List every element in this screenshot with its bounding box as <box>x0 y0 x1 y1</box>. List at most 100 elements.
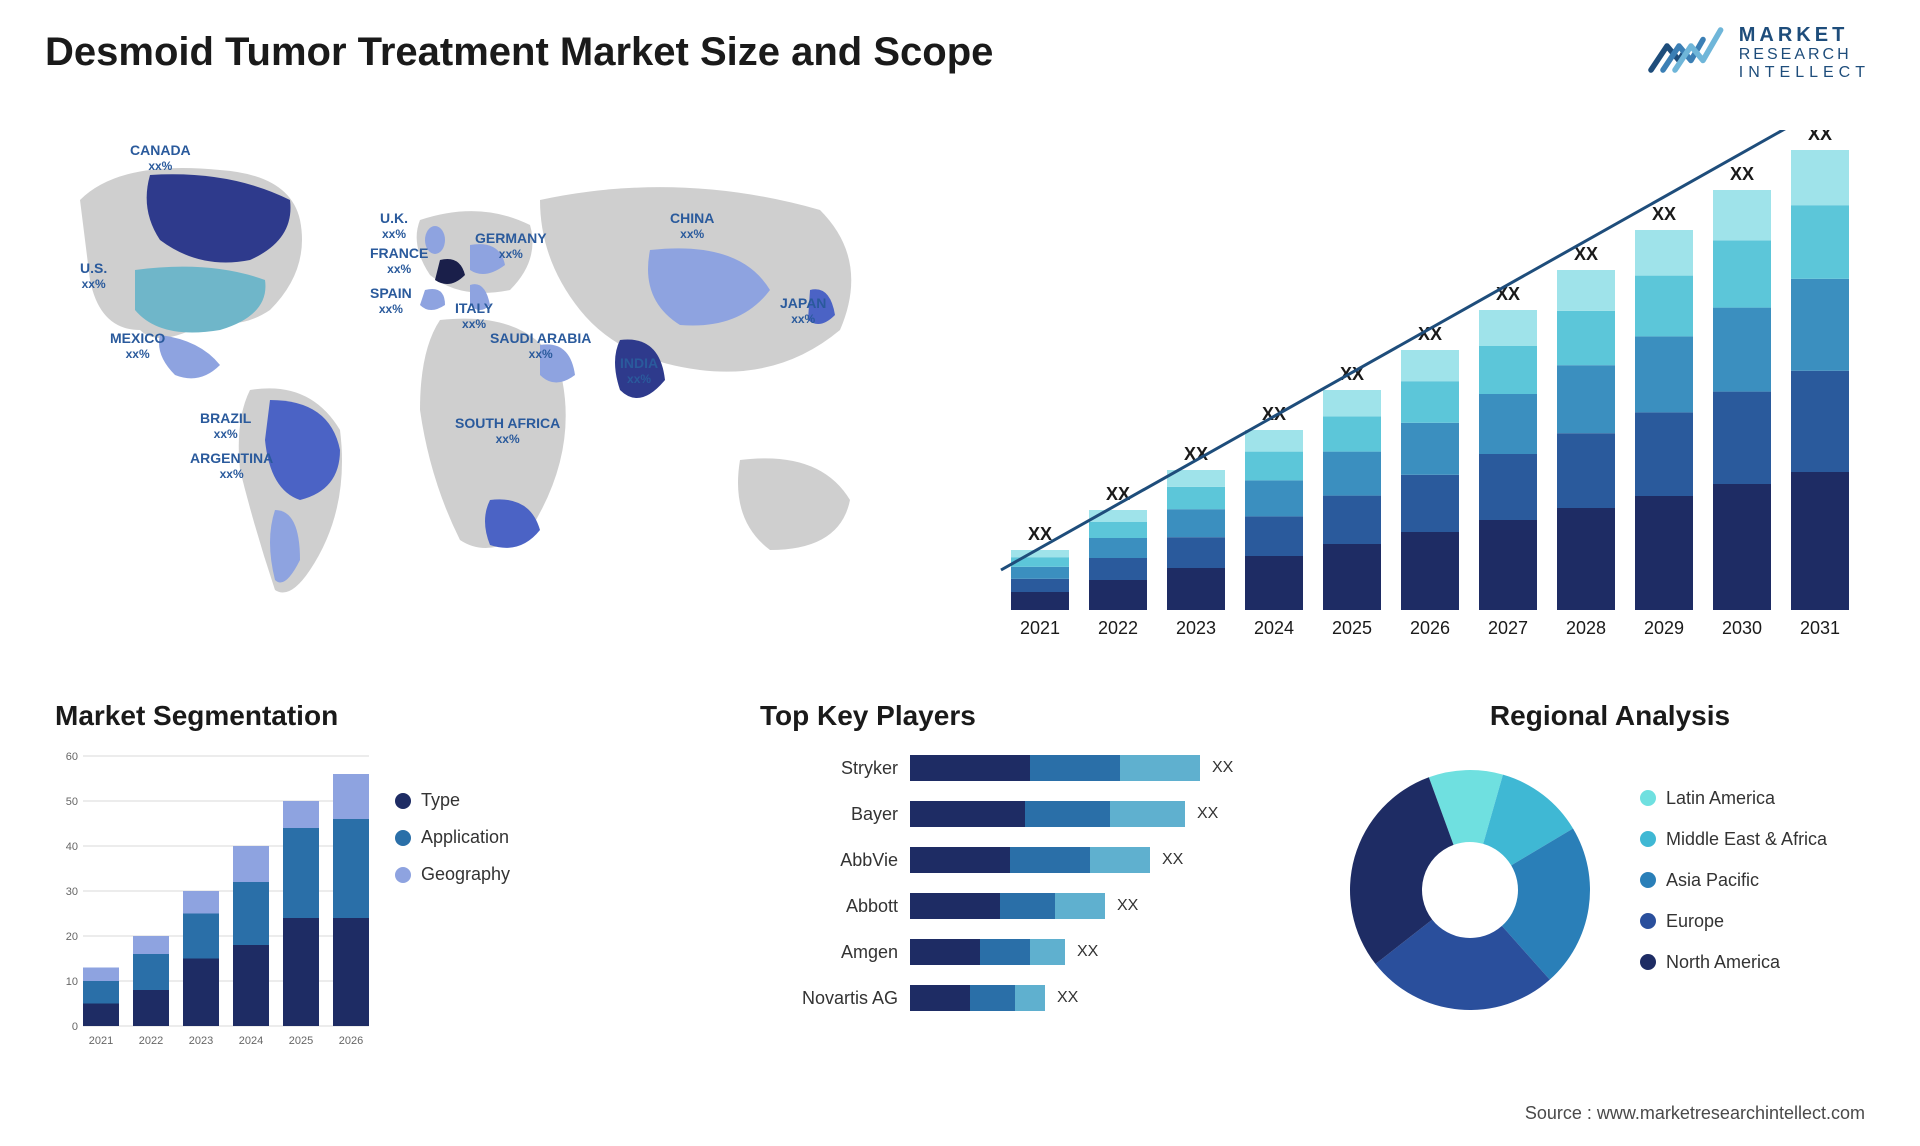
map-country-pct: xx% <box>475 247 547 261</box>
bar-value-label: XX <box>1496 284 1520 304</box>
bar-year-label: 2028 <box>1566 618 1606 638</box>
bar-year-label: 2023 <box>1176 618 1216 638</box>
legend-dot <box>395 867 411 883</box>
map-country-name: INDIA <box>620 355 658 371</box>
map-country-name: FRANCE <box>370 245 428 261</box>
player-name: Bayer <box>760 804 910 825</box>
source-text: Source : www.marketresearchintellect.com <box>1525 1103 1865 1124</box>
legend-dot <box>1640 831 1656 847</box>
map-country-pct: xx% <box>780 312 826 326</box>
map-country-name: U.S. <box>80 260 107 276</box>
player-bar <box>910 939 1065 965</box>
svg-text:2025: 2025 <box>289 1035 313 1047</box>
main-bar-chart: XX2021XX2022XX2023XX2024XX2025XX2026XX20… <box>995 130 1865 660</box>
map-label: CANADAxx% <box>130 142 191 173</box>
segmentation-chart: 0102030405060202120222023202420252026 <box>55 750 375 1050</box>
map-label: SOUTH AFRICAxx% <box>455 415 560 446</box>
svg-text:40: 40 <box>66 841 78 853</box>
player-name: Amgen <box>760 942 910 963</box>
player-row: AbbVie XX <box>760 842 1280 878</box>
segmentation-legend: TypeApplicationGeography <box>395 750 510 1050</box>
legend-label: Asia Pacific <box>1666 870 1759 891</box>
bar-value-label: XX <box>1652 204 1676 224</box>
player-name: Abbott <box>760 896 910 917</box>
map-country-name: ARGENTINA <box>190 450 273 466</box>
player-name: Stryker <box>760 758 910 779</box>
map-country-pct: xx% <box>380 227 408 241</box>
svg-text:50: 50 <box>66 796 78 808</box>
map-country-pct: xx% <box>455 317 493 331</box>
legend-dot <box>395 830 411 846</box>
bar-value-label: XX <box>1028 524 1052 544</box>
players-title: Top Key Players <box>760 700 1280 732</box>
svg-text:2024: 2024 <box>239 1035 263 1047</box>
map-country-name: BRAZIL <box>200 410 251 426</box>
legend-item: Latin America <box>1640 788 1827 809</box>
brand-logo: MARKET RESEARCH INTELLECT <box>1647 20 1870 85</box>
svg-text:2022: 2022 <box>139 1035 163 1047</box>
player-bar <box>910 893 1105 919</box>
segmentation-section: Market Segmentation 01020304050602021202… <box>55 700 575 1050</box>
map-label: ITALYxx% <box>455 300 493 331</box>
player-name: AbbVie <box>760 850 910 871</box>
bar-year-label: 2027 <box>1488 618 1528 638</box>
map-country-pct: xx% <box>200 427 251 441</box>
map-country-name: CANADA <box>130 142 191 158</box>
map-label: SPAINxx% <box>370 285 412 316</box>
map-label: MEXICOxx% <box>110 330 165 361</box>
map-label: CHINAxx% <box>670 210 714 241</box>
legend-item: Europe <box>1640 911 1827 932</box>
svg-text:20: 20 <box>66 931 78 943</box>
map-country-name: MEXICO <box>110 330 165 346</box>
map-country-pct: xx% <box>370 302 412 316</box>
player-value: XX <box>1162 851 1183 869</box>
map-country-name: SAUDI ARABIA <box>490 330 591 346</box>
map-label: FRANCExx% <box>370 245 428 276</box>
map-country-pct: xx% <box>490 347 591 361</box>
legend-label: Europe <box>1666 911 1724 932</box>
legend-dot <box>1640 954 1656 970</box>
map-country-name: CHINA <box>670 210 714 226</box>
legend-dot <box>1640 790 1656 806</box>
player-row: Novartis AGXX <box>760 980 1280 1016</box>
player-value: XX <box>1117 897 1138 915</box>
player-bar <box>910 847 1150 873</box>
svg-text:30: 30 <box>66 886 78 898</box>
map-country-name: JAPAN <box>780 295 826 311</box>
legend-item: Application <box>395 827 510 848</box>
bar-year-label: 2030 <box>1722 618 1762 638</box>
map-country-pct: xx% <box>190 467 273 481</box>
map-country-pct: xx% <box>80 277 107 291</box>
map-label: BRAZILxx% <box>200 410 251 441</box>
player-bar <box>910 801 1185 827</box>
map-country-pct: xx% <box>455 432 560 446</box>
legend-label: Latin America <box>1666 788 1775 809</box>
player-value: XX <box>1212 759 1233 777</box>
player-row: Amgen XX <box>760 934 1280 970</box>
map-country-pct: xx% <box>370 262 428 276</box>
logo-line1: MARKET <box>1739 24 1870 46</box>
player-row: Abbott XX <box>760 888 1280 924</box>
svg-text:2023: 2023 <box>189 1035 213 1047</box>
player-row: Bayer XX <box>760 796 1280 832</box>
player-value: XX <box>1077 943 1098 961</box>
regional-donut <box>1330 750 1610 1030</box>
bar-value-label: XX <box>1730 164 1754 184</box>
logo-line3: INTELLECT <box>1739 64 1870 82</box>
logo-text: MARKET RESEARCH INTELLECT <box>1739 24 1870 81</box>
logo-line2: RESEARCH <box>1739 46 1870 64</box>
segmentation-title: Market Segmentation <box>55 700 575 732</box>
bar-year-label: 2029 <box>1644 618 1684 638</box>
map-country-name: SOUTH AFRICA <box>455 415 560 431</box>
map-country-pct: xx% <box>670 227 714 241</box>
svg-text:10: 10 <box>66 976 78 988</box>
legend-label: Geography <box>421 864 510 885</box>
map-label: ARGENTINAxx% <box>190 450 273 481</box>
map-country-name: GERMANY <box>475 230 547 246</box>
map-label: SAUDI ARABIAxx% <box>490 330 591 361</box>
legend-item: North America <box>1640 952 1827 973</box>
player-value: XX <box>1197 805 1218 823</box>
bar-year-label: 2022 <box>1098 618 1138 638</box>
map-country-pct: xx% <box>110 347 165 361</box>
player-row: Stryker XX <box>760 750 1280 786</box>
